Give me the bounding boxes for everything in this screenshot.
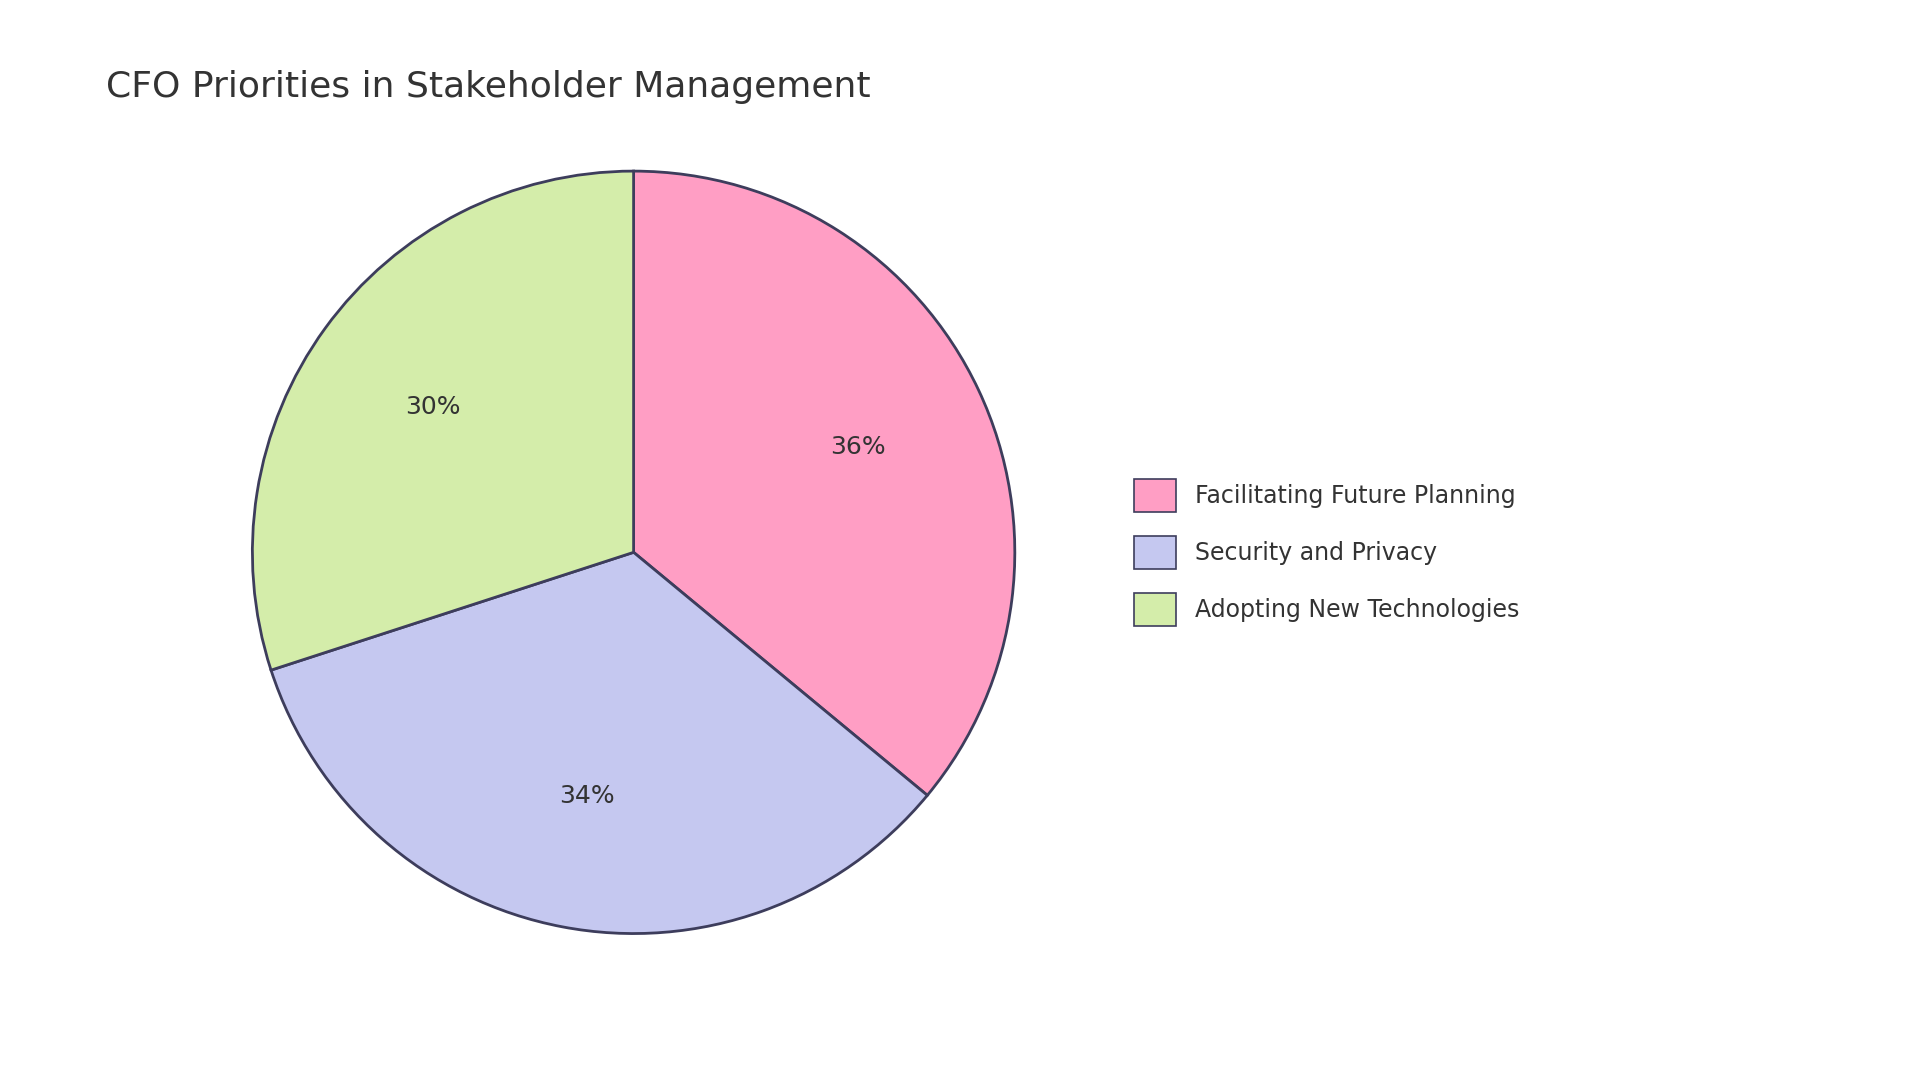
Legend: Facilitating Future Planning, Security and Privacy, Adopting New Technologies: Facilitating Future Planning, Security a… bbox=[1121, 467, 1532, 638]
Text: 36%: 36% bbox=[829, 435, 885, 459]
Wedge shape bbox=[271, 552, 927, 934]
Text: 30%: 30% bbox=[405, 394, 461, 419]
Wedge shape bbox=[634, 171, 1016, 795]
Text: CFO Priorities in Stakeholder Management: CFO Priorities in Stakeholder Management bbox=[106, 70, 870, 104]
Wedge shape bbox=[252, 171, 634, 670]
Text: 34%: 34% bbox=[559, 784, 614, 808]
